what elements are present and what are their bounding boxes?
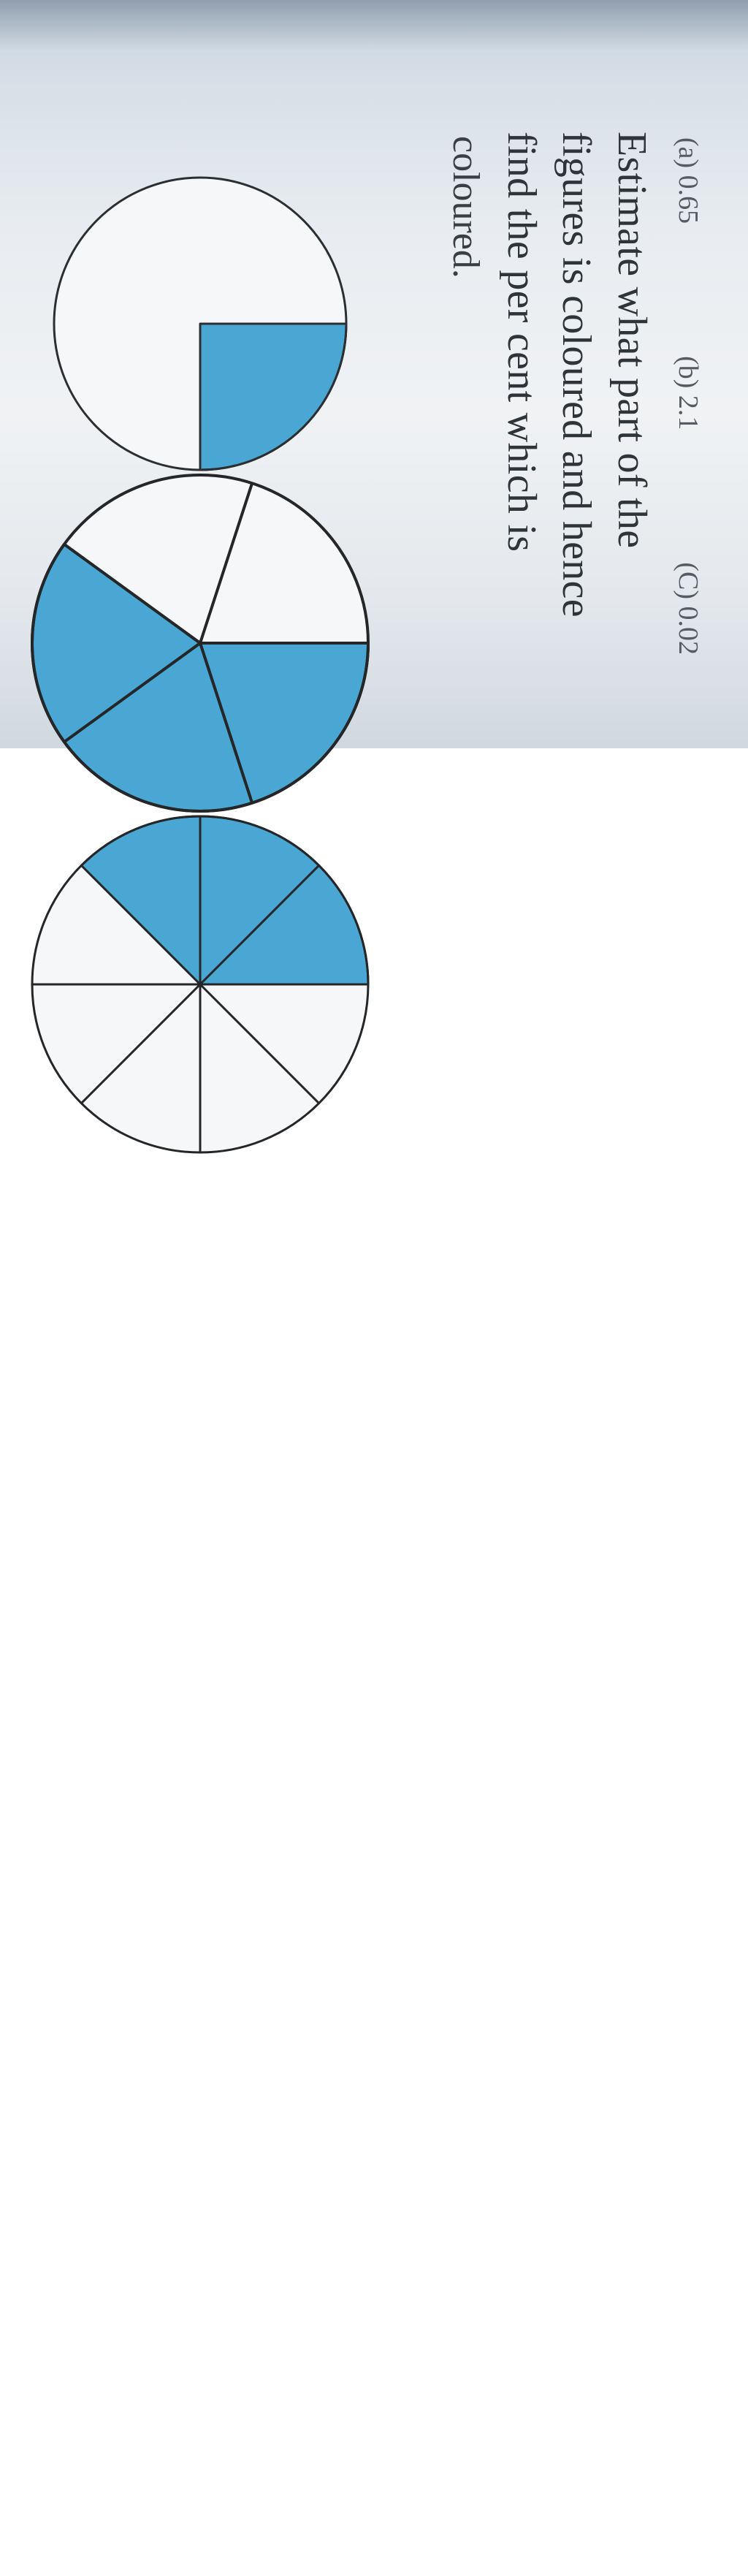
fragment-a: (a) 0.65 (672, 137, 704, 224)
fragment-c: (C) 0.02 (672, 562, 704, 655)
pie-chart-i (52, 175, 348, 472)
question-text-line2: coloured. (444, 136, 487, 661)
figure-label-i: (i) (0, 307, 1, 340)
figures-row: (i) (ii) (iii) (0, 132, 393, 661)
pie-chart-ii (29, 472, 371, 814)
fragment-b: (b) 2.1 (672, 356, 704, 430)
figure-ii: (ii) (0, 472, 371, 814)
page-binding-shadow (0, 0, 748, 51)
page: (a) 0.65 (b) 2.1 (C) 0.02 Estimate what … (0, 0, 748, 748)
question-text-line1: Estimate what part of the figures is col… (493, 132, 659, 661)
previous-question-fragments: (a) 0.65 (b) 2.1 (C) 0.02 (672, 132, 704, 661)
figure-iii: (iii) (0, 814, 370, 1155)
pie-chart-iii (30, 814, 370, 1155)
figure-i: (i) (0, 175, 348, 472)
